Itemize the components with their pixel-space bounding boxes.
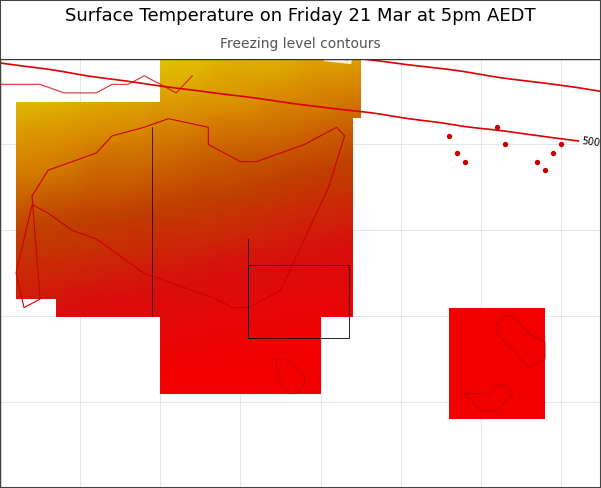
Point <box>540 166 550 174</box>
Text: 5000: 5000 <box>581 136 601 149</box>
Point <box>548 149 558 157</box>
Point <box>556 141 566 148</box>
Point <box>492 123 502 131</box>
Point <box>500 141 510 148</box>
Point <box>532 158 542 165</box>
Text: 4500: 4500 <box>326 50 351 62</box>
Text: Freezing level contours: Freezing level contours <box>220 37 381 51</box>
Point <box>460 158 469 165</box>
Point <box>452 149 462 157</box>
Text: Surface Temperature on Friday 21 Mar at 5pm AEDT: Surface Temperature on Friday 21 Mar at … <box>65 7 536 25</box>
Point <box>444 132 454 140</box>
